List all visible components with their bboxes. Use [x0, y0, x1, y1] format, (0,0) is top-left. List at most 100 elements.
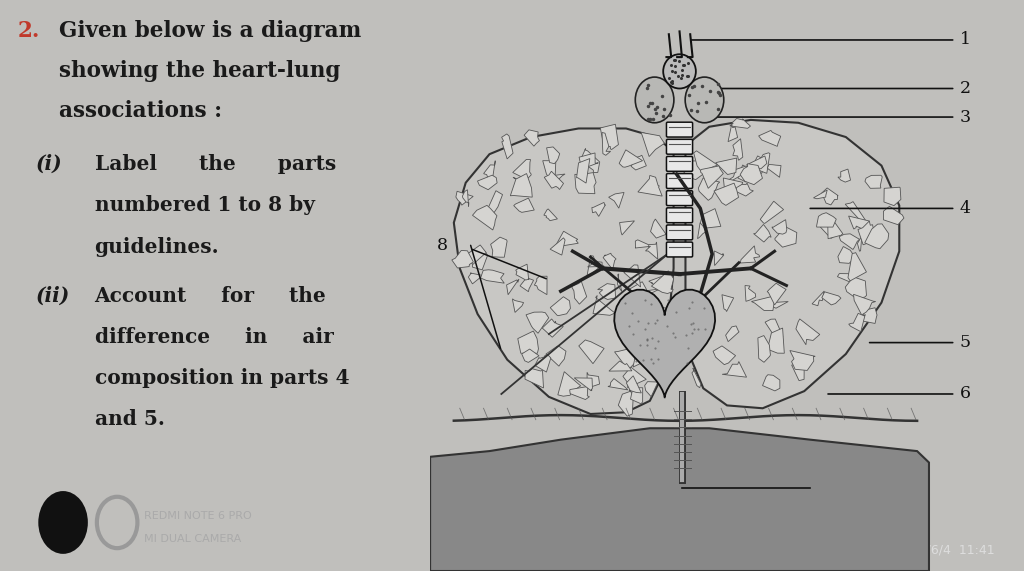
- Polygon shape: [535, 276, 547, 295]
- Polygon shape: [688, 318, 706, 345]
- Text: Account     for     the: Account for the: [94, 286, 327, 305]
- Polygon shape: [608, 192, 624, 208]
- Polygon shape: [760, 201, 783, 223]
- Text: 8: 8: [437, 237, 449, 254]
- Polygon shape: [884, 187, 901, 206]
- Polygon shape: [790, 351, 815, 371]
- Polygon shape: [512, 299, 523, 312]
- Polygon shape: [535, 354, 551, 372]
- Polygon shape: [822, 292, 841, 305]
- Polygon shape: [587, 256, 600, 278]
- Polygon shape: [630, 282, 652, 304]
- Polygon shape: [600, 124, 618, 150]
- Polygon shape: [649, 275, 669, 290]
- Polygon shape: [645, 242, 657, 259]
- Polygon shape: [525, 369, 544, 388]
- Text: 2.: 2.: [18, 20, 40, 42]
- Polygon shape: [520, 278, 534, 292]
- Polygon shape: [627, 376, 641, 393]
- Polygon shape: [574, 172, 596, 194]
- Polygon shape: [480, 270, 504, 283]
- FancyBboxPatch shape: [667, 191, 692, 206]
- Polygon shape: [514, 198, 535, 212]
- Polygon shape: [618, 391, 634, 416]
- Polygon shape: [820, 223, 835, 238]
- Polygon shape: [645, 289, 659, 295]
- Polygon shape: [735, 183, 754, 196]
- Text: 4: 4: [959, 200, 971, 217]
- Polygon shape: [456, 191, 473, 205]
- Polygon shape: [477, 175, 497, 190]
- Polygon shape: [587, 372, 599, 388]
- Polygon shape: [751, 156, 762, 170]
- Polygon shape: [748, 165, 763, 179]
- Polygon shape: [693, 151, 718, 171]
- Polygon shape: [682, 160, 709, 180]
- Polygon shape: [738, 165, 753, 182]
- FancyBboxPatch shape: [667, 242, 692, 257]
- Text: 3: 3: [959, 108, 971, 126]
- Polygon shape: [827, 214, 843, 239]
- Polygon shape: [740, 246, 760, 263]
- Polygon shape: [624, 265, 641, 287]
- Polygon shape: [623, 367, 646, 388]
- Polygon shape: [543, 319, 563, 337]
- Polygon shape: [714, 183, 738, 206]
- Polygon shape: [516, 264, 529, 280]
- Polygon shape: [758, 336, 770, 363]
- Polygon shape: [722, 361, 746, 377]
- Polygon shape: [454, 128, 674, 414]
- Polygon shape: [728, 166, 751, 181]
- Polygon shape: [518, 331, 539, 353]
- Text: (i): (i): [36, 154, 62, 174]
- Polygon shape: [483, 160, 496, 182]
- Polygon shape: [838, 169, 851, 182]
- Text: 5: 5: [959, 334, 971, 351]
- Polygon shape: [609, 361, 632, 371]
- Polygon shape: [854, 294, 876, 315]
- Polygon shape: [544, 171, 563, 190]
- Polygon shape: [524, 130, 540, 146]
- Circle shape: [38, 491, 88, 554]
- Polygon shape: [614, 348, 636, 370]
- Polygon shape: [543, 160, 556, 177]
- Polygon shape: [863, 308, 877, 323]
- Text: MI DUAL CAMERA: MI DUAL CAMERA: [144, 534, 242, 544]
- Polygon shape: [551, 174, 565, 181]
- Polygon shape: [631, 385, 643, 404]
- Polygon shape: [645, 381, 658, 397]
- Polygon shape: [845, 277, 866, 299]
- Polygon shape: [759, 130, 780, 146]
- Polygon shape: [547, 147, 560, 164]
- Polygon shape: [728, 124, 737, 142]
- Polygon shape: [614, 289, 715, 397]
- Polygon shape: [430, 428, 929, 571]
- Polygon shape: [822, 188, 838, 205]
- Polygon shape: [472, 250, 487, 270]
- Text: associations :: associations :: [58, 100, 222, 122]
- Polygon shape: [452, 251, 473, 268]
- FancyBboxPatch shape: [667, 139, 692, 154]
- Polygon shape: [840, 234, 859, 250]
- Polygon shape: [685, 120, 899, 408]
- Polygon shape: [767, 301, 788, 308]
- Polygon shape: [544, 209, 557, 220]
- Text: composition in parts 4: composition in parts 4: [94, 368, 349, 388]
- Polygon shape: [864, 224, 889, 249]
- Polygon shape: [816, 213, 837, 227]
- Polygon shape: [635, 240, 652, 248]
- Polygon shape: [577, 159, 590, 183]
- Polygon shape: [755, 153, 770, 174]
- Polygon shape: [574, 378, 593, 391]
- Polygon shape: [631, 155, 646, 170]
- Ellipse shape: [685, 77, 724, 123]
- Polygon shape: [714, 251, 724, 266]
- Text: Given below is a diagram: Given below is a diagram: [58, 20, 360, 42]
- Polygon shape: [845, 202, 865, 220]
- Polygon shape: [651, 271, 674, 293]
- Polygon shape: [754, 224, 771, 242]
- Polygon shape: [812, 291, 824, 305]
- Polygon shape: [569, 385, 590, 400]
- Polygon shape: [775, 227, 797, 247]
- Text: 1: 1: [959, 31, 971, 49]
